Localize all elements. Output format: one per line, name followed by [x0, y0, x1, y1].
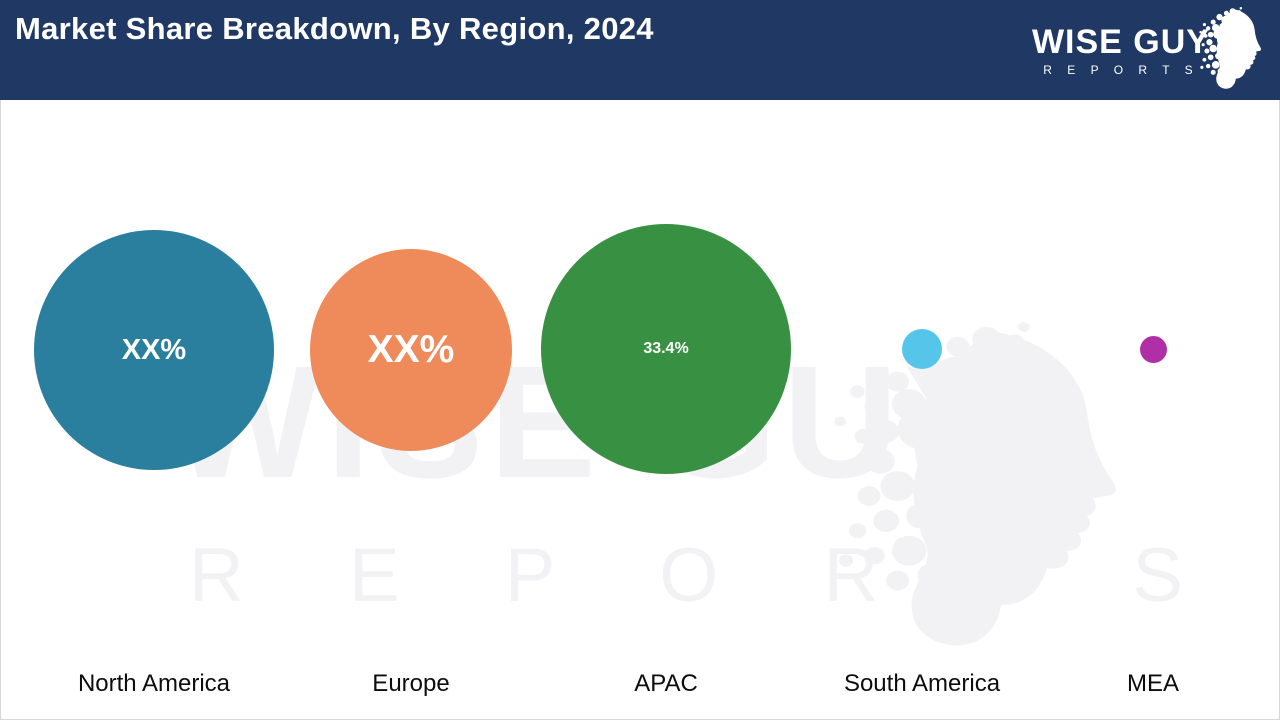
title-bar: Market Share Breakdown, By Region, 2024 …	[0, 0, 1280, 100]
bubble-value-europe: XX%	[367, 328, 455, 371]
chart-area: WISE GUY R E P O R T S XX% XX% 33.4% Nor…	[0, 100, 1280, 720]
wise-guy-reports-logo: WISE GUY R E P O R T S	[1032, 5, 1270, 97]
bubble-value-north-america: XX%	[121, 333, 187, 366]
page-title: Market Share Breakdown, By Region, 2024	[15, 11, 654, 46]
label-mea: MEA	[1126, 670, 1180, 697]
label-south-america: South America	[843, 670, 1001, 697]
bubble-mea	[1139, 335, 1167, 363]
watermark-reports-text: R E P O R T S	[189, 533, 1225, 618]
bubble-south-america	[902, 329, 942, 369]
logo-text: WISE GUY R E P O R T S	[1031, 23, 1210, 77]
bubble-value-apac: 33.4%	[643, 340, 689, 357]
bubble-north-america: XX%	[34, 230, 274, 470]
label-apac: APAC	[634, 670, 698, 697]
head-profile-icon	[1196, 7, 1270, 95]
logo-brand-name: WISE GUY	[1031, 23, 1210, 62]
bubble-europe: XX%	[310, 249, 512, 451]
logo-reports-text: R E P O R T S	[1043, 62, 1199, 77]
label-north-america: North America	[77, 670, 231, 697]
watermark-head-profile-icon	[823, 322, 1153, 670]
label-europe: Europe	[372, 670, 450, 697]
bubble-apac: 33.4%	[541, 224, 791, 474]
